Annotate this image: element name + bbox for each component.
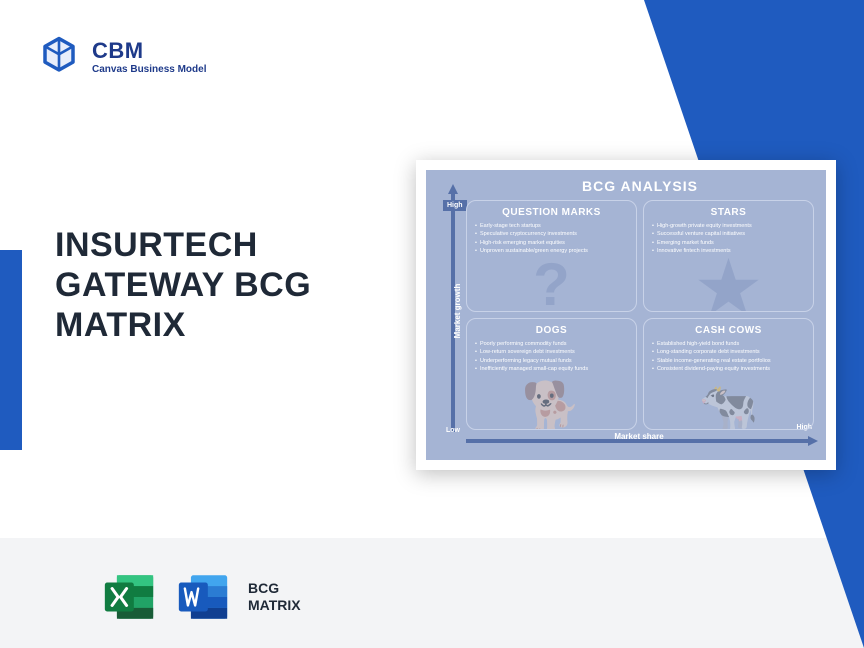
dog-watermark-icon: 🐕: [522, 378, 582, 430]
list-item: Inefficiently managed small-cap equity f…: [475, 365, 628, 373]
bcg-card: BCG ANALYSIS High Low Market growth Mark…: [416, 160, 836, 470]
page-title: INSURTECH GATEWAY BCG MATRIX: [55, 225, 395, 345]
list-item: High-growth private equity investments: [652, 222, 805, 230]
bcg-card-inner: BCG ANALYSIS High Low Market growth Mark…: [426, 170, 826, 460]
list-item: Emerging market funds: [652, 239, 805, 247]
logo-block: CBM Canvas Business Model: [38, 35, 206, 77]
quad-stars: ★ STARS High-growth private equity inves…: [643, 200, 814, 312]
quad-dogs-title: DOGS: [475, 325, 628, 336]
list-item: Consistent dividend-paying equity invest…: [652, 365, 805, 373]
card-title: BCG ANALYSIS: [466, 178, 814, 194]
quad-stars-title: STARS: [652, 207, 805, 218]
icons-label-line2: MATRIX: [248, 597, 301, 615]
list-item: High-risk emerging market equities: [475, 239, 628, 247]
list-item: Stable income-generating real estate por…: [652, 357, 805, 365]
logo-subtitle: Canvas Business Model: [92, 64, 206, 75]
qm-watermark-icon: ?: [533, 250, 570, 312]
list-item: Innovative fintech investments: [652, 247, 805, 255]
x-axis-label: Market share: [614, 432, 663, 441]
list-item: Poorly performing commodity funds: [475, 340, 628, 348]
y-axis-high: High: [443, 200, 467, 211]
y-axis: High Low Market growth: [446, 190, 458, 432]
quad-cash-cows: 🐄 CASH COWS Established high-yield bond …: [643, 318, 814, 430]
word-icon: [174, 568, 232, 626]
list-item: Low-return sovereign debt investments: [475, 348, 628, 356]
decorative-side-bar: [0, 250, 22, 450]
quad-qm-list: Early-stage tech startups Speculative cr…: [475, 222, 628, 255]
app-icons-row: BCG MATRIX: [100, 568, 301, 626]
list-item: Speculative cryptocurrency investments: [475, 230, 628, 238]
x-axis: Market share High: [466, 434, 812, 446]
list-item: Long-standing corporate debt investments: [652, 348, 805, 356]
y-axis-low: Low: [446, 427, 460, 434]
quad-question-marks: ? QUESTION MARKS Early-stage tech startu…: [466, 200, 637, 312]
quad-dogs-list: Poorly performing commodity funds Low-re…: [475, 340, 628, 373]
quad-cows-list: Established high-yield bond funds Long-s…: [652, 340, 805, 373]
list-item: Established high-yield bond funds: [652, 340, 805, 348]
quadrant-grid: ? QUESTION MARKS Early-stage tech startu…: [466, 200, 814, 430]
quad-cows-title: CASH COWS: [652, 325, 805, 336]
cow-watermark-icon: 🐄: [699, 378, 759, 430]
excel-icon: [100, 568, 158, 626]
icons-label-line1: BCG: [248, 580, 301, 598]
list-item: Successful venture capital initiatives: [652, 230, 805, 238]
cbm-logo-icon: [38, 35, 80, 77]
quad-qm-title: QUESTION MARKS: [475, 207, 628, 218]
quad-dogs: 🐕 DOGS Poorly performing commodity funds…: [466, 318, 637, 430]
icons-label: BCG MATRIX: [248, 580, 301, 615]
list-item: Underperforming legacy mutual funds: [475, 357, 628, 365]
logo-title: CBM: [92, 38, 206, 64]
star-watermark-icon: ★: [697, 247, 760, 312]
quad-stars-list: High-growth private equity investments S…: [652, 222, 805, 255]
list-item: Early-stage tech startups: [475, 222, 628, 230]
y-axis-label: Market growth: [453, 284, 462, 339]
list-item: Unproven sustainable/green energy projec…: [475, 247, 628, 255]
